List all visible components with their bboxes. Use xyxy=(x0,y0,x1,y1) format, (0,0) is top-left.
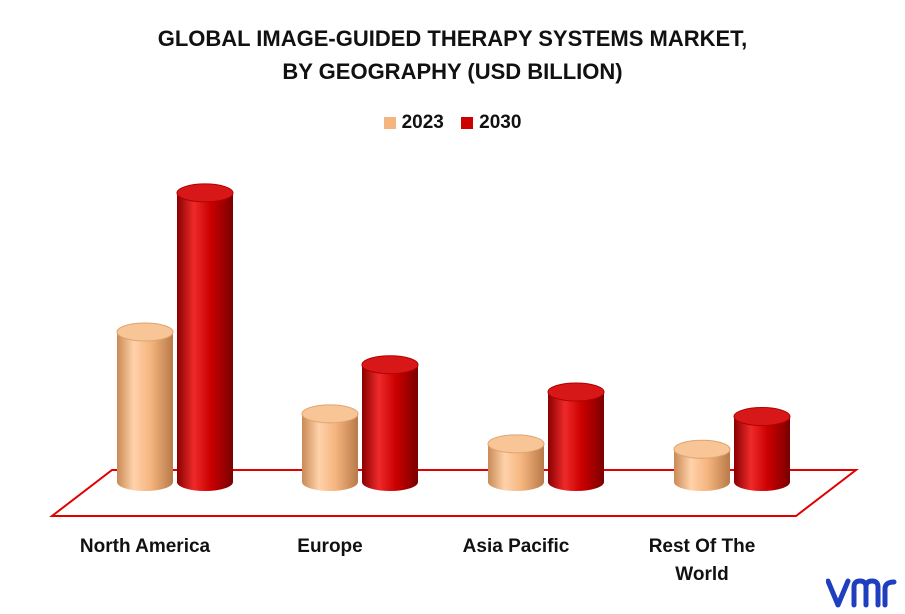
legend-label-2030: 2030 xyxy=(479,112,522,133)
legend-swatch-2023 xyxy=(383,117,396,129)
chart-title-line-2: BY GEOGRAPHY (USD BILLION) xyxy=(282,59,623,84)
chart-legend: 2023 2030 xyxy=(0,112,905,134)
x-tick-label-europe: Europe xyxy=(297,536,362,557)
bar-2030-rest-of-the-world xyxy=(733,407,791,491)
bar-2030-north-america xyxy=(176,183,234,491)
x-tick-label-asia-pacific: Asia Pacific xyxy=(463,536,570,557)
chart-title-line-1: GLOBAL IMAGE-GUIDED THERAPY SYSTEMS MARK… xyxy=(157,26,748,51)
x-tick-label-rest-of-the-world: Rest Of The World xyxy=(649,536,756,585)
x-tick-label-north-america: North America xyxy=(80,536,211,557)
legend-label-2023: 2023 xyxy=(401,112,444,133)
legend-item-2030: 2030 xyxy=(461,112,521,134)
bar-2023-rest-of-the-world xyxy=(673,439,731,491)
legend-item-2023: 2023 xyxy=(383,112,444,134)
bar-2030-europe xyxy=(361,355,419,491)
bar-2023-north-america xyxy=(116,322,174,491)
chart-title: GLOBAL IMAGE-GUIDED THERAPY SYSTEMS MARK… xyxy=(0,22,905,88)
legend-swatch-2030 xyxy=(461,117,474,129)
bar-2030-asia-pacific xyxy=(547,382,605,491)
chart-floor xyxy=(49,469,859,517)
vmr-logo xyxy=(826,578,897,608)
bar-2023-europe xyxy=(301,404,359,491)
bar-2023-asia-pacific xyxy=(487,434,545,491)
